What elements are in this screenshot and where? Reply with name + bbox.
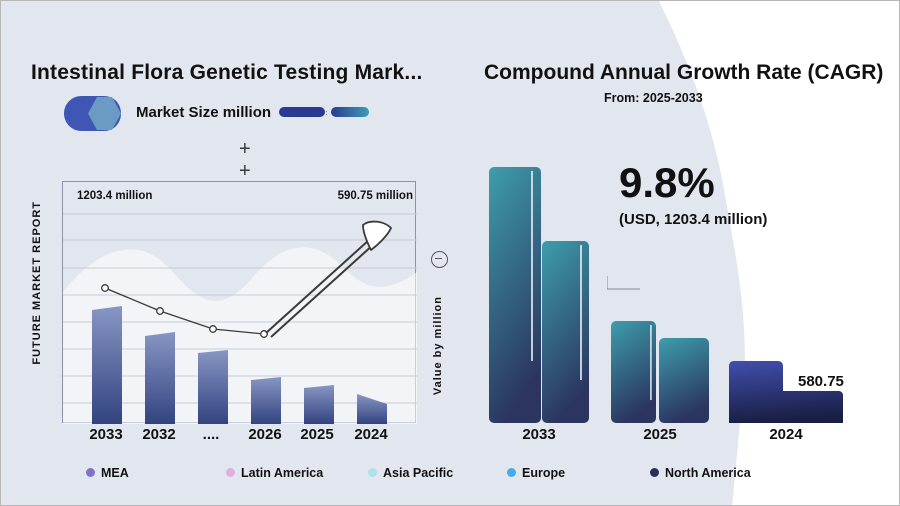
svg-text::: : [326,110,328,117]
